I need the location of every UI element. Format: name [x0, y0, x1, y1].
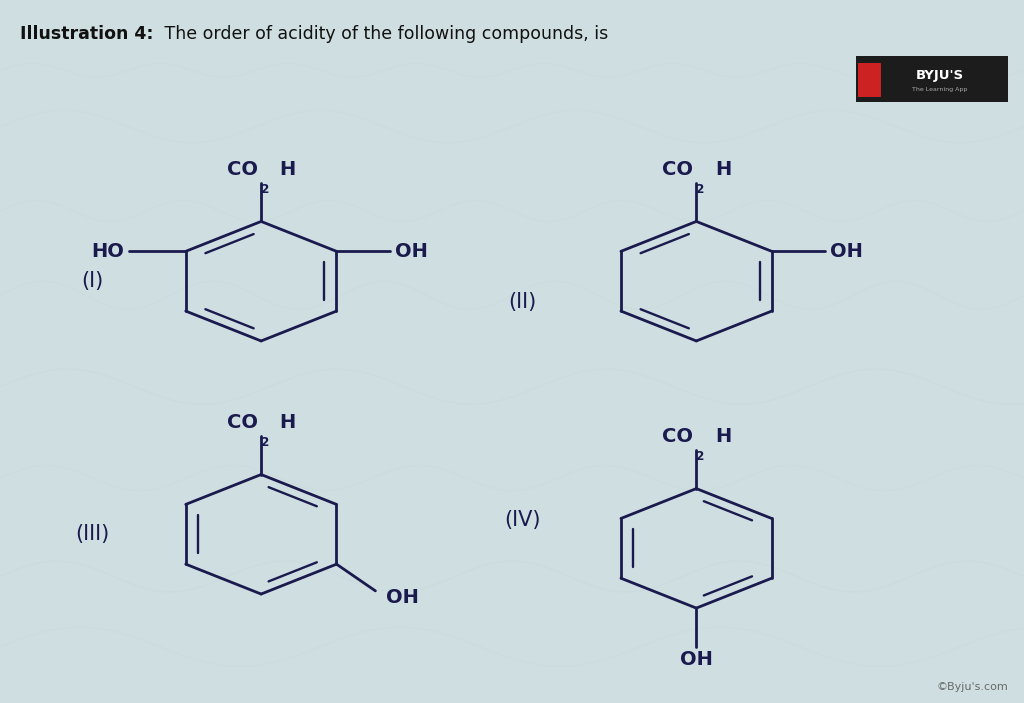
- Text: CO: CO: [227, 413, 258, 432]
- Text: (IV): (IV): [504, 510, 541, 530]
- Text: 2: 2: [696, 183, 705, 195]
- Text: H: H: [280, 413, 296, 432]
- Text: CO: CO: [663, 160, 693, 179]
- Text: HO: HO: [91, 242, 124, 261]
- Text: The Learning App: The Learning App: [912, 87, 968, 93]
- Text: H: H: [280, 160, 296, 179]
- Text: (II): (II): [508, 292, 537, 312]
- Text: H: H: [715, 427, 731, 446]
- Text: CO: CO: [227, 160, 258, 179]
- Text: (I): (I): [81, 271, 103, 291]
- Text: OH: OH: [386, 588, 419, 607]
- Text: The order of acidity of the following compounds, is: The order of acidity of the following co…: [159, 25, 608, 43]
- Text: H: H: [715, 160, 731, 179]
- Text: CO: CO: [663, 427, 693, 446]
- Text: ©Byju's.com: ©Byju's.com: [937, 683, 1009, 692]
- Text: OH: OH: [830, 242, 863, 261]
- Text: OH: OH: [680, 650, 713, 669]
- Text: BYJU'S: BYJU'S: [916, 69, 964, 82]
- Text: 2: 2: [261, 436, 269, 449]
- Bar: [856, 56, 1008, 102]
- Text: 2: 2: [696, 450, 705, 463]
- Text: 2: 2: [261, 183, 269, 195]
- Bar: [858, 63, 881, 97]
- Text: OH: OH: [395, 242, 428, 261]
- Text: Illustration 4:: Illustration 4:: [20, 25, 154, 43]
- Text: (III): (III): [75, 524, 110, 544]
